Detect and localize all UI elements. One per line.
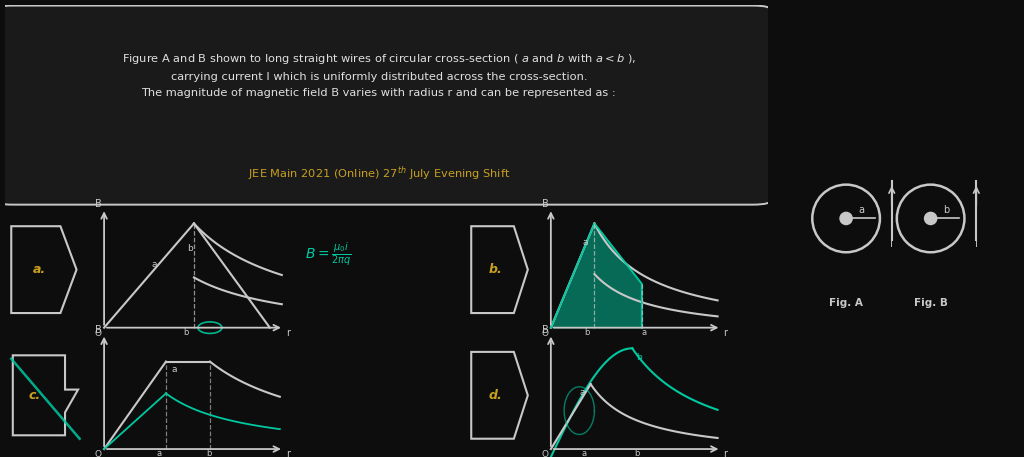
Text: B: B	[95, 325, 101, 335]
Text: a: a	[583, 239, 588, 247]
Text: a: a	[152, 260, 157, 269]
Text: Fig. A: Fig. A	[829, 298, 863, 308]
Text: c.: c.	[29, 389, 40, 402]
Text: a: a	[172, 365, 177, 374]
Text: a: a	[580, 388, 585, 397]
Text: r: r	[723, 328, 727, 338]
Text: b: b	[183, 328, 188, 336]
Text: Figure A and B shown to long straight wires of circular cross-section ( $a$ and : Figure A and B shown to long straight wi…	[122, 53, 636, 97]
Text: b: b	[187, 244, 193, 253]
Text: a.: a.	[33, 263, 45, 276]
Text: JEE Main 2021 (Online) 27$^{th}$ July Evening Shift: JEE Main 2021 (Online) 27$^{th}$ July Ev…	[248, 164, 510, 183]
Text: b: b	[943, 205, 949, 215]
Text: b: b	[584, 328, 590, 336]
Text: a: a	[858, 205, 864, 215]
Text: O: O	[94, 329, 101, 338]
Text: b: b	[634, 449, 640, 457]
Text: Fig. B: Fig. B	[913, 298, 947, 308]
Circle shape	[925, 213, 937, 224]
Text: I: I	[975, 239, 978, 249]
Text: r: r	[286, 328, 290, 338]
Text: r: r	[723, 449, 727, 457]
Text: a: a	[156, 449, 161, 457]
Text: r: r	[286, 449, 290, 457]
Text: b.: b.	[488, 263, 502, 276]
Text: I: I	[890, 239, 893, 249]
Polygon shape	[551, 223, 642, 328]
FancyBboxPatch shape	[0, 5, 772, 205]
Text: O: O	[94, 450, 101, 457]
Circle shape	[840, 213, 852, 224]
Text: B: B	[542, 325, 549, 335]
Text: b: b	[636, 353, 642, 362]
Text: a: a	[641, 328, 646, 336]
Text: B: B	[542, 199, 549, 209]
Text: B: B	[95, 199, 101, 209]
Text: d.: d.	[488, 389, 502, 402]
Text: O: O	[542, 450, 549, 457]
Text: O: O	[542, 329, 549, 338]
Text: b: b	[206, 449, 211, 457]
Text: a: a	[582, 449, 587, 457]
Text: $\mathit{B} = \frac{\mu_0 i}{2\pi q}$: $\mathit{B} = \frac{\mu_0 i}{2\pi q}$	[305, 240, 352, 268]
